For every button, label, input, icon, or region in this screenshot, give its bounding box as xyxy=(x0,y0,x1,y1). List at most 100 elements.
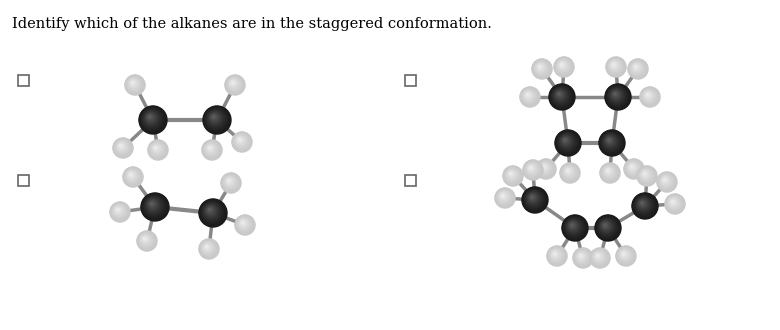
Circle shape xyxy=(573,248,593,268)
Circle shape xyxy=(501,194,505,199)
Circle shape xyxy=(580,254,583,257)
Circle shape xyxy=(527,192,539,204)
Circle shape xyxy=(552,251,558,257)
FancyBboxPatch shape xyxy=(405,75,416,86)
Circle shape xyxy=(642,171,648,178)
Circle shape xyxy=(531,196,533,198)
Circle shape xyxy=(644,91,653,100)
Circle shape xyxy=(607,85,629,107)
Circle shape xyxy=(619,249,631,261)
Circle shape xyxy=(543,166,545,168)
Circle shape xyxy=(522,88,537,105)
Circle shape xyxy=(604,168,612,175)
Circle shape xyxy=(129,80,137,87)
Circle shape xyxy=(508,171,516,179)
Circle shape xyxy=(509,172,512,176)
Circle shape xyxy=(670,199,677,206)
Circle shape xyxy=(115,140,129,154)
Circle shape xyxy=(539,66,541,68)
Circle shape xyxy=(207,111,223,126)
Circle shape xyxy=(558,132,577,152)
Circle shape xyxy=(640,201,644,205)
Circle shape xyxy=(529,166,534,171)
Circle shape xyxy=(222,173,240,192)
Circle shape xyxy=(528,193,538,203)
Circle shape xyxy=(595,215,620,240)
Circle shape xyxy=(530,166,533,170)
Circle shape xyxy=(579,254,583,258)
Circle shape xyxy=(558,134,575,150)
Circle shape xyxy=(128,172,134,179)
Circle shape xyxy=(147,199,158,211)
Circle shape xyxy=(225,75,245,95)
Circle shape xyxy=(126,170,138,182)
Circle shape xyxy=(663,178,668,182)
Circle shape xyxy=(663,178,667,182)
Circle shape xyxy=(498,192,509,202)
Circle shape xyxy=(553,252,556,255)
Circle shape xyxy=(207,145,214,152)
Circle shape xyxy=(669,198,678,207)
Circle shape xyxy=(594,251,604,262)
Circle shape xyxy=(140,234,151,246)
Circle shape xyxy=(118,143,125,150)
Circle shape xyxy=(126,76,144,94)
Circle shape xyxy=(204,107,229,133)
Circle shape xyxy=(223,175,237,189)
Circle shape xyxy=(555,130,581,156)
Circle shape xyxy=(225,177,234,186)
Circle shape xyxy=(580,255,582,257)
Circle shape xyxy=(643,171,648,177)
Circle shape xyxy=(668,197,680,209)
Circle shape xyxy=(144,238,146,240)
Circle shape xyxy=(639,168,654,183)
Circle shape xyxy=(564,139,566,141)
Circle shape xyxy=(230,80,236,86)
Circle shape xyxy=(579,254,583,258)
Circle shape xyxy=(608,59,622,73)
Circle shape xyxy=(612,63,616,67)
Circle shape xyxy=(563,166,575,178)
Circle shape xyxy=(139,233,154,248)
Circle shape xyxy=(230,80,237,87)
Circle shape xyxy=(622,252,626,255)
Circle shape xyxy=(606,137,612,144)
Circle shape xyxy=(560,163,580,182)
Circle shape xyxy=(561,164,578,181)
Circle shape xyxy=(563,138,567,142)
Circle shape xyxy=(145,197,163,215)
Circle shape xyxy=(527,192,540,205)
Circle shape xyxy=(536,63,546,73)
Circle shape xyxy=(606,57,626,77)
Circle shape xyxy=(630,165,633,169)
Circle shape xyxy=(640,169,653,182)
Circle shape xyxy=(143,110,161,128)
Circle shape xyxy=(573,248,592,267)
Circle shape xyxy=(154,146,159,151)
Circle shape xyxy=(603,134,618,149)
Circle shape xyxy=(129,173,133,177)
Circle shape xyxy=(124,168,141,185)
Circle shape xyxy=(647,94,648,95)
Circle shape xyxy=(558,93,560,95)
Circle shape xyxy=(130,80,136,86)
Circle shape xyxy=(126,77,143,92)
Circle shape xyxy=(609,88,624,103)
Circle shape xyxy=(239,219,249,228)
Circle shape xyxy=(645,92,651,98)
Circle shape xyxy=(636,197,651,213)
Circle shape xyxy=(209,209,211,211)
Circle shape xyxy=(547,246,567,266)
Circle shape xyxy=(241,221,244,224)
Circle shape xyxy=(630,61,644,76)
Circle shape xyxy=(522,89,537,104)
Circle shape xyxy=(643,90,655,102)
Circle shape xyxy=(206,206,215,215)
Circle shape xyxy=(623,253,624,254)
Circle shape xyxy=(535,62,548,75)
Circle shape xyxy=(237,137,244,144)
Circle shape xyxy=(521,88,538,106)
Circle shape xyxy=(207,208,212,212)
Circle shape xyxy=(125,75,145,95)
Circle shape xyxy=(541,165,547,170)
